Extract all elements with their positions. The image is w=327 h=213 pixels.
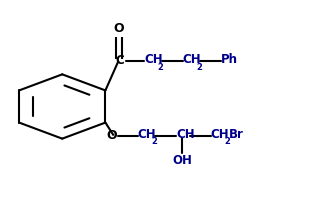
Text: CH: CH xyxy=(176,128,195,141)
Text: 2: 2 xyxy=(151,137,157,146)
Text: CH: CH xyxy=(144,53,163,66)
Text: 2: 2 xyxy=(196,63,202,72)
Text: O: O xyxy=(107,129,117,142)
Text: CH: CH xyxy=(211,128,229,141)
Text: OH: OH xyxy=(172,154,192,167)
Text: C: C xyxy=(116,54,125,67)
Text: Br: Br xyxy=(229,128,243,141)
Text: Ph: Ph xyxy=(221,53,238,66)
Text: 2: 2 xyxy=(224,137,230,146)
Text: CH: CH xyxy=(138,128,156,141)
Text: CH: CH xyxy=(183,53,201,66)
Text: O: O xyxy=(114,22,125,35)
Text: 2: 2 xyxy=(158,63,164,72)
